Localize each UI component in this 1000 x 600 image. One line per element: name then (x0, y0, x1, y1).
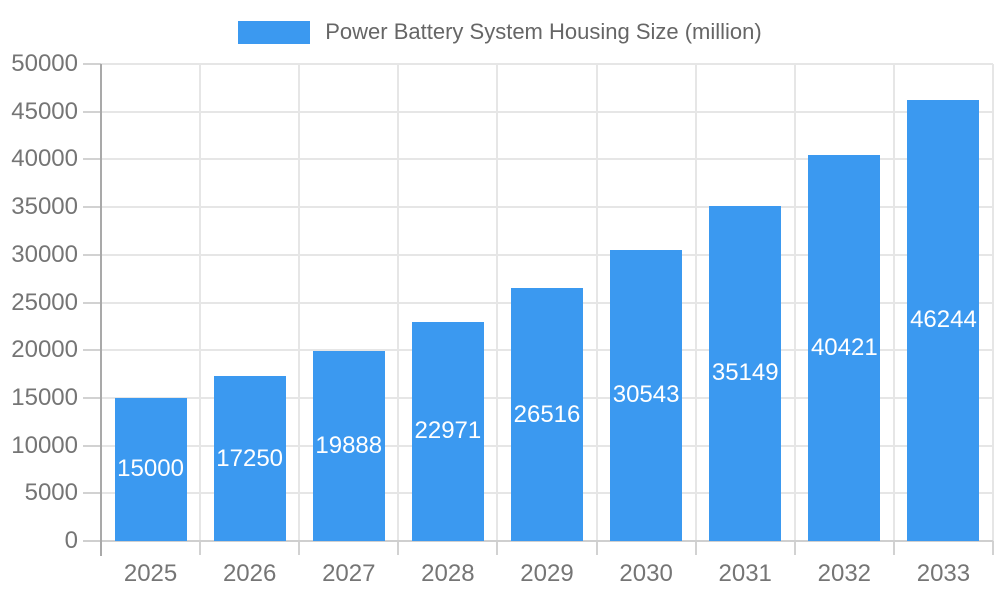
y-axis-tick (83, 349, 101, 352)
gridline-horizontal (101, 206, 993, 209)
y-tick-label: 35000 (11, 193, 78, 221)
x-axis-tick (595, 541, 598, 555)
y-tick-label: 5000 (24, 479, 78, 507)
gridline-vertical (199, 64, 202, 541)
x-tick-label: 2027 (322, 560, 376, 587)
bar-2026[interactable] (213, 376, 286, 541)
y-axis-tick (83, 110, 101, 113)
y-axis-line (100, 64, 102, 556)
y-tick-label: 40000 (11, 145, 78, 173)
y-tick-label: 15000 (11, 383, 78, 411)
gridline-vertical (793, 64, 796, 541)
legend-swatch-icon (238, 20, 311, 44)
x-axis-tick (199, 541, 202, 555)
x-axis-tick (892, 541, 895, 555)
x-tick-label: 2025 (123, 560, 178, 587)
y-axis-tick (83, 492, 101, 495)
x-tick-label: 2028 (421, 560, 475, 587)
y-tick-label: 10000 (11, 431, 78, 459)
y-axis-tick (83, 301, 101, 304)
y-axis-tick (83, 253, 101, 256)
bar-2025[interactable] (114, 397, 187, 541)
gridline-horizontal (101, 63, 993, 65)
bar-2030[interactable] (610, 249, 683, 541)
y-tick-label: 30000 (11, 240, 78, 268)
gridline-vertical (298, 64, 301, 541)
gridline-vertical (892, 64, 895, 541)
x-tick-label: 2030 (619, 560, 673, 587)
gridline-vertical (496, 64, 499, 541)
bar-2029[interactable] (511, 288, 583, 541)
x-axis-tick (793, 541, 796, 555)
y-axis-tick (83, 63, 101, 65)
y-axis-tick (83, 444, 101, 447)
y-tick-label: 45000 (11, 97, 78, 125)
y-tick-label: 20000 (11, 336, 78, 364)
y-axis-tick (83, 158, 101, 161)
x-tick-label: 2026 (222, 560, 277, 587)
gridline-horizontal (101, 158, 993, 161)
gridline-vertical (595, 64, 598, 541)
gridline-horizontal (101, 253, 993, 256)
bar-2027[interactable] (312, 351, 385, 541)
x-axis-line (83, 540, 993, 542)
gridline-vertical (992, 64, 994, 541)
y-tick-label: 50000 (11, 50, 78, 77)
x-axis-tick (496, 541, 499, 555)
x-tick-label: 2031 (718, 560, 772, 587)
y-axis-tick (83, 206, 101, 209)
y-tick-label: 0 (64, 527, 78, 554)
gridline-horizontal (101, 110, 993, 113)
legend[interactable]: Power Battery System Housing Size (milli… (0, 17, 1000, 47)
x-axis-tick (298, 541, 301, 555)
bar-2033[interactable] (907, 99, 980, 541)
x-axis-tick (694, 541, 697, 555)
y-tick-label: 25000 (11, 288, 78, 316)
x-tick-label: 2033 (916, 560, 971, 587)
x-tick-label: 2029 (520, 560, 574, 587)
y-axis-tick (83, 396, 101, 399)
gridline-vertical (694, 64, 697, 541)
x-axis-tick (992, 541, 994, 555)
bar-2032[interactable] (808, 155, 881, 541)
gridline-vertical (397, 64, 400, 541)
bar-2028[interactable] (411, 321, 484, 541)
x-tick-label: 2032 (817, 560, 872, 587)
legend-label: Power Battery System Housing Size (milli… (325, 19, 762, 44)
x-axis-tick (397, 541, 400, 555)
bar-2031[interactable] (709, 205, 782, 541)
